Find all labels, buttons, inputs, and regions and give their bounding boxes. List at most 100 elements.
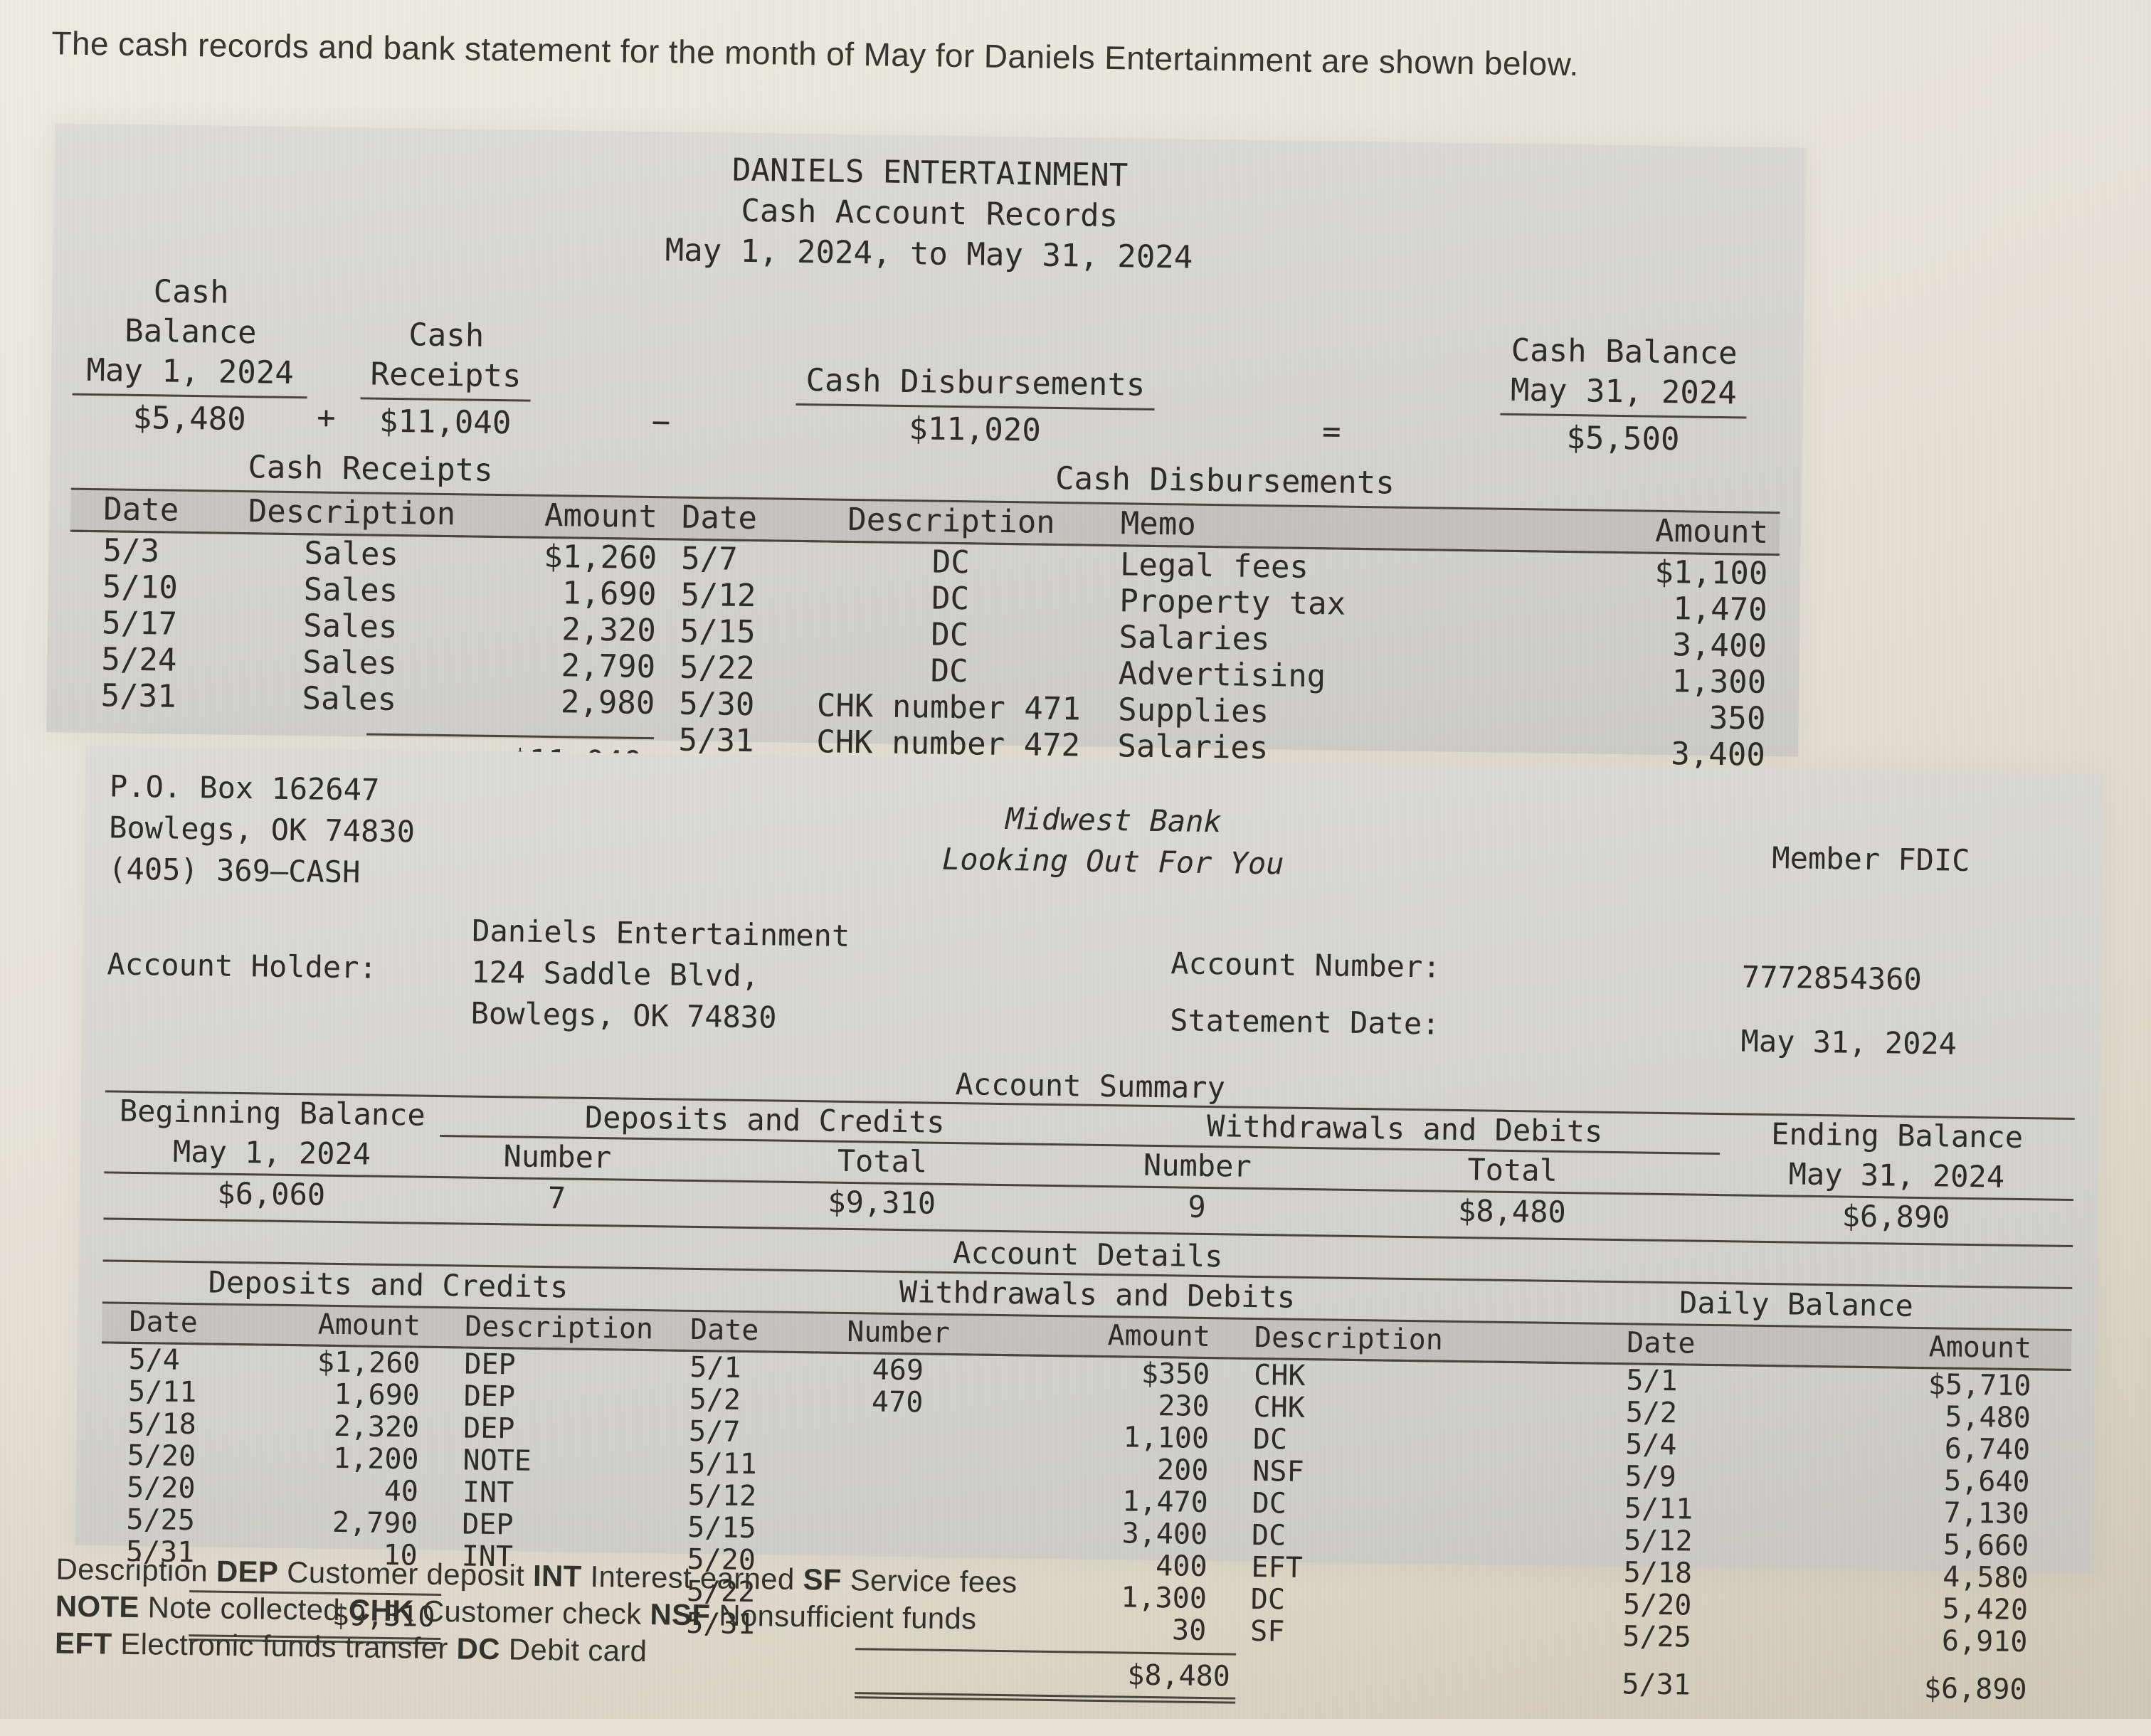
column-header: Description bbox=[788, 499, 1114, 546]
table-cell: 230 bbox=[1158, 1390, 1210, 1424]
table-cell: 3,400 bbox=[1121, 1517, 1208, 1552]
legend-text: Customer deposit bbox=[278, 1555, 534, 1592]
cash-receipts-group: Cash Receipts $11,040 bbox=[345, 314, 546, 445]
ending-balance-amount: $6,890 bbox=[1841, 1198, 1950, 1235]
table-cell: 5/12 bbox=[680, 576, 756, 615]
table-cell: 5,480 bbox=[1945, 1400, 2031, 1435]
table-cell: Sales bbox=[302, 680, 397, 719]
legend-text: Electronic funds transfer bbox=[112, 1626, 457, 1666]
beginning-balance-label: Cash Balance May 1, 2024 bbox=[72, 270, 310, 399]
table-cell: DC bbox=[930, 652, 968, 690]
table-cell: 2,320 bbox=[333, 1409, 420, 1444]
table-cell: 3,400 bbox=[1672, 627, 1767, 665]
beginning-balance-amount: $6,060 bbox=[217, 1175, 326, 1212]
table-cell: DC bbox=[930, 616, 969, 654]
legend-abbr: DEP bbox=[216, 1554, 279, 1589]
account-holder-label: Account Holder: bbox=[107, 946, 378, 985]
table-cell: 5/31 bbox=[100, 677, 177, 715]
table-cell: DC bbox=[1251, 1518, 1286, 1552]
statement-date-value: May 31, 2024 bbox=[1740, 1023, 1957, 1062]
table-cell: 5/25 bbox=[126, 1503, 196, 1537]
table-cell: 5/1 bbox=[689, 1350, 741, 1385]
legend-abbr: CHK bbox=[348, 1593, 415, 1628]
deposits-credits-detail-title: Deposits and Credits bbox=[102, 1261, 675, 1312]
legend-text: Interest earned bbox=[581, 1559, 803, 1597]
table-cell: 5/20 bbox=[1622, 1588, 1692, 1622]
account-number-label: Account Number: bbox=[1170, 946, 1441, 985]
table-cell: 5/1 bbox=[1626, 1364, 1679, 1398]
table-cell: 2,790 bbox=[332, 1505, 418, 1540]
deposits-total-header: Total bbox=[675, 1140, 1089, 1187]
beginning-balance-label-line1: Cash Balance bbox=[124, 273, 257, 351]
cash-receipts-section: Cash Receipts Date Description Amount 5/3 S… bbox=[67, 443, 670, 793]
table-cell: 5/20 bbox=[127, 1439, 196, 1473]
table-cell: 2,980 bbox=[560, 684, 655, 722]
legend-text: Customer check bbox=[413, 1594, 650, 1631]
statement-date-label: Statement Date: bbox=[1169, 1002, 1440, 1042]
column-header: Amount bbox=[242, 1306, 421, 1348]
table-cell: $1,260 bbox=[543, 538, 657, 577]
table-cell: 5/18 bbox=[127, 1407, 197, 1441]
table-cell: 5/2 bbox=[1625, 1396, 1678, 1430]
table-cell: 5/4 bbox=[1624, 1428, 1677, 1462]
daily-balance-table: Date Amount 5/1 $5,710 5/2 5,480 5/4 6,740 5/9 5… bbox=[1515, 1323, 2072, 1707]
deposits-number-value: 7 bbox=[547, 1180, 566, 1216]
column-header: Memo bbox=[1113, 504, 1489, 551]
table-cell: 1,100 bbox=[1123, 1421, 1210, 1456]
abbreviation-legend: Description DEP Customer deposit INT Int… bbox=[55, 1550, 1018, 1675]
withdrawals-total-header: Total bbox=[1305, 1148, 1720, 1197]
table-cell: DC bbox=[931, 580, 970, 618]
table-cell bbox=[813, 1481, 979, 1515]
table-cell: 5/30 bbox=[678, 685, 755, 724]
table-cell: Property tax bbox=[1119, 583, 1346, 623]
table-cell: 2,790 bbox=[561, 647, 656, 686]
table-cell: Salaries bbox=[1119, 619, 1270, 658]
legend-abbr: DC bbox=[456, 1631, 501, 1666]
cash-disbursements-table: Date Description Memo Amount 5/7 DC Legal fee… bbox=[665, 498, 1780, 773]
table-cell: 1,470 bbox=[1672, 591, 1767, 628]
cash-receipts-label-line2: Receipts bbox=[370, 356, 522, 395]
cash-records-heading: DANIELS ENTERTAINMENT Cash Account Recor… bbox=[74, 141, 1785, 287]
table-cell: 5/10 bbox=[102, 568, 179, 606]
legend-abbr: NOTE bbox=[55, 1589, 140, 1624]
equals-operator: = bbox=[1321, 413, 1341, 450]
deposits-number-header: Number bbox=[438, 1136, 676, 1182]
bank-statement-panel: P.O. Box 162647 Bowlegs, OK 74830 (405) … bbox=[75, 745, 2104, 1715]
table-cell: 5/11 bbox=[688, 1446, 758, 1481]
table-cell: 5/3 bbox=[102, 532, 160, 570]
table-cell: 5,420 bbox=[1942, 1592, 2029, 1627]
table-cell: 7,130 bbox=[1943, 1496, 2030, 1531]
table-cell: DEP bbox=[463, 1380, 516, 1414]
table-cell: Supplies bbox=[1117, 692, 1269, 731]
column-header: Description bbox=[1210, 1319, 1521, 1362]
ending-balance-label: Cash Balance May 31, 2024 bbox=[1500, 330, 1748, 419]
ending-balance-group: Cash Balance May 31, 2024 $5,500 bbox=[1484, 330, 1764, 461]
table-cell: 5/2 bbox=[689, 1382, 741, 1417]
table-cell: $5,710 bbox=[1928, 1368, 2031, 1403]
cash-disbursements-group: Cash Disbursements $11,020 bbox=[790, 360, 1161, 453]
table-row: 5/31 Sales 2,980 bbox=[68, 677, 666, 722]
daily-balance-body: 5/1 $5,710 5/2 5,480 5/4 6,740 5/9 5,640 5/11 7,1… bbox=[1515, 1362, 2071, 1707]
table-cell: 470 bbox=[871, 1385, 924, 1419]
table-cell: Sales bbox=[304, 535, 399, 573]
column-header: Description bbox=[420, 1308, 674, 1351]
column-header: Number bbox=[815, 1313, 982, 1355]
table-cell: EFT bbox=[1251, 1550, 1304, 1584]
deposits-credits-table: Date Amount Description 5/4 $1,260 DEP 5/11 1,… bbox=[99, 1303, 674, 1575]
table-cell: 5/24 bbox=[101, 641, 177, 679]
column-header: Description bbox=[223, 492, 480, 537]
legend-abbr: EFT bbox=[54, 1626, 112, 1661]
account-holder-name: Daniels Entertainment bbox=[471, 913, 850, 953]
table-cell: 5/17 bbox=[101, 605, 178, 642]
table-cell: 200 bbox=[1156, 1454, 1209, 1488]
column-header: Amount bbox=[1487, 509, 1780, 555]
table-cell: NSF bbox=[1252, 1454, 1304, 1488]
cash-disbursements-label: Cash Disbursements bbox=[796, 360, 1156, 411]
account-holder-address1: 124 Saddle Blvd, bbox=[471, 954, 760, 994]
account-holder-address2: Bowlegs, OK 74830 bbox=[470, 995, 777, 1035]
table-cell: 5/25 bbox=[1622, 1620, 1692, 1654]
table-cell: Advertising bbox=[1118, 655, 1326, 695]
table-cell: SF bbox=[1249, 1614, 1285, 1648]
table-cell: 5/7 bbox=[680, 540, 739, 578]
bank-brand: Midwest Bank Looking Out For You bbox=[857, 796, 1370, 886]
